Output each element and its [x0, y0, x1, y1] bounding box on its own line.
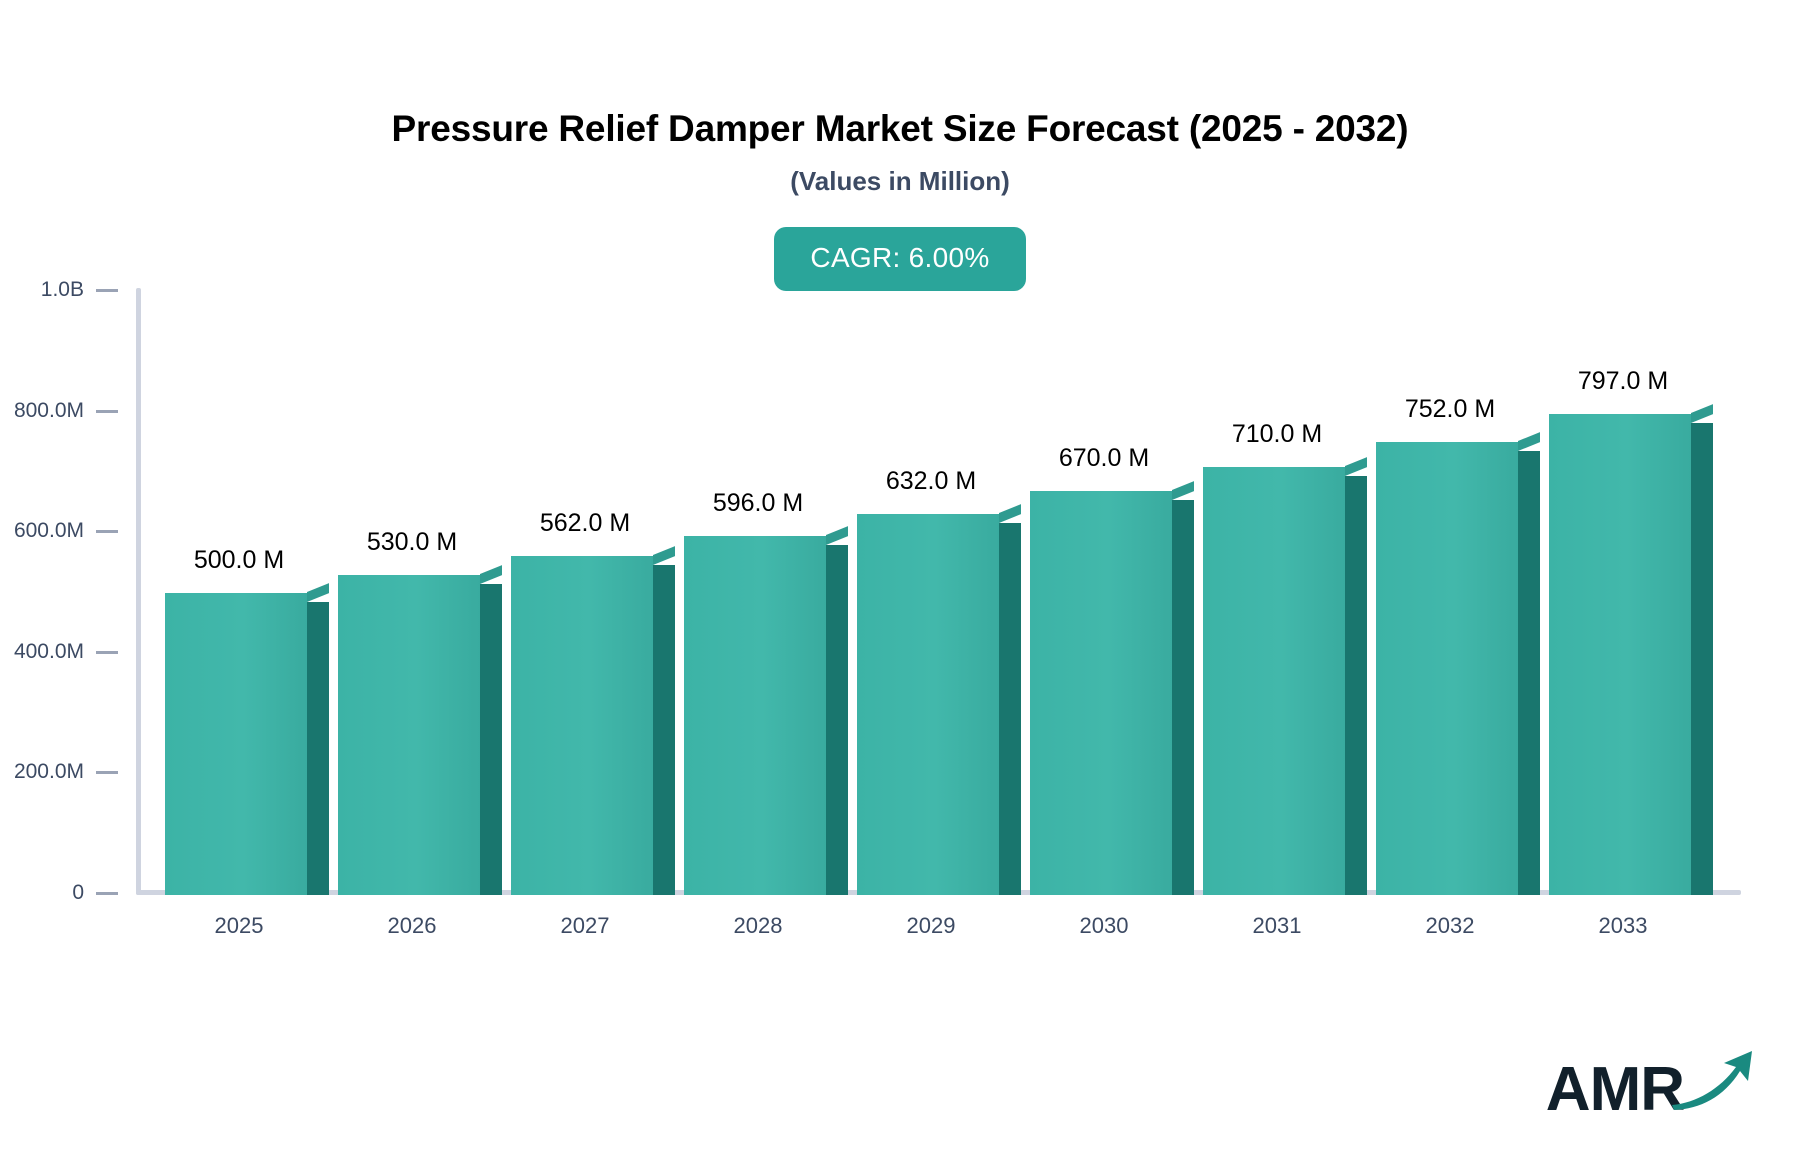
x-axis-tick-label: 2032 — [1425, 913, 1475, 938]
x-axis-tick-label: 2026 — [387, 913, 437, 938]
x-axis-tick-label: 2025 — [214, 913, 264, 938]
bar-top-face — [1518, 432, 1540, 451]
y-axis-tick-label: 800.0M — [13, 398, 84, 422]
x-axis-tick-label: 2033 — [1598, 913, 1648, 938]
y-axis-tick-mark — [96, 891, 118, 895]
bar-front-face[interactable] — [1376, 442, 1518, 895]
bar-side-face — [480, 584, 502, 895]
bar-top-face — [307, 583, 329, 602]
y-axis-tick: 600.0M — [0, 519, 118, 543]
y-axis-line — [136, 288, 141, 895]
bar-value-label: 710.0 M — [1231, 420, 1323, 448]
y-axis-tick-label: 0 — [72, 881, 84, 904]
bar-top-face — [480, 565, 502, 584]
bar-side-face — [653, 565, 675, 895]
bar-front-face[interactable] — [1203, 467, 1345, 895]
bar-front-face[interactable] — [857, 514, 999, 895]
y-axis-tick-mark — [96, 650, 118, 654]
x-axis-tick-label: 2029 — [906, 913, 956, 938]
bar-front-face[interactable] — [684, 536, 826, 895]
bar-top-face — [826, 526, 848, 545]
y-axis-tick-label: 600.0M — [13, 519, 84, 543]
x-axis-tick-label: 2030 — [1079, 913, 1129, 938]
bar-side-face — [1691, 423, 1713, 895]
bar-side-face — [307, 602, 329, 895]
bar-value-label: 596.0 M — [712, 489, 804, 517]
bar-top-face — [1172, 481, 1194, 500]
y-axis-tick-label: 1.0B — [40, 278, 84, 301]
y-axis-tick-label: 400.0M — [13, 639, 84, 663]
bar-top-face — [999, 504, 1021, 523]
x-axis-tick-label: 2031 — [1252, 913, 1302, 938]
page-title: Pressure Relief Damper Market Size Forec… — [391, 108, 1409, 149]
y-axis-tick-label: 200.0M — [13, 760, 84, 784]
bar-front-face[interactable] — [165, 593, 307, 895]
bar-value-label: 562.0 M — [539, 509, 631, 537]
y-axis-tick: 400.0M — [0, 640, 118, 664]
y-axis-tick-mark — [96, 288, 118, 292]
bar-front-face[interactable] — [338, 575, 480, 895]
bar-top-face — [1691, 404, 1713, 423]
amr-logo: AMR — [1545, 1049, 1756, 1125]
y-axis-tick: 800.0M — [0, 399, 118, 423]
bar-value-label: 752.0 M — [1404, 395, 1496, 423]
bar-side-face — [1172, 500, 1194, 895]
bar-top-face — [653, 546, 675, 565]
bar-value-label: 500.0 M — [193, 546, 285, 574]
bar-side-face — [826, 545, 848, 895]
bar-value-label: 632.0 M — [885, 467, 977, 495]
bar-side-face — [999, 523, 1021, 895]
y-axis-tick-mark — [96, 771, 118, 775]
bar-value-label: 670.0 M — [1058, 444, 1150, 472]
chart-header: Pressure Relief Damper Market Size Forec… — [0, 0, 1800, 291]
bar-value-label: 797.0 M — [1577, 367, 1669, 395]
bar-front-face[interactable] — [1030, 491, 1172, 895]
chart-subtitle: (Values in Million) — [790, 166, 1010, 196]
y-axis-tick-mark — [96, 409, 118, 413]
y-axis-tick: 0 — [0, 881, 118, 905]
bar-top-face — [1345, 457, 1367, 476]
y-axis-tick: 200.0M — [0, 760, 118, 784]
amr-wordmark: AMR — [1545, 1055, 1685, 1125]
bar-front-face[interactable] — [511, 556, 653, 895]
x-axis-tick-label: 2027 — [560, 913, 610, 938]
y-axis-tick: 1.0B — [0, 278, 118, 302]
bar-side-face — [1345, 476, 1367, 895]
growth-arrow-icon — [1670, 1049, 1756, 1116]
x-axis-tick-label: 2028 — [733, 913, 783, 938]
bar-front-face[interactable] — [1549, 414, 1691, 895]
bar-side-face — [1518, 451, 1540, 895]
cagr-badge: CAGR: 6.00% — [774, 227, 1026, 291]
y-axis-tick-mark — [96, 530, 118, 534]
bar-value-label: 530.0 M — [366, 528, 458, 556]
